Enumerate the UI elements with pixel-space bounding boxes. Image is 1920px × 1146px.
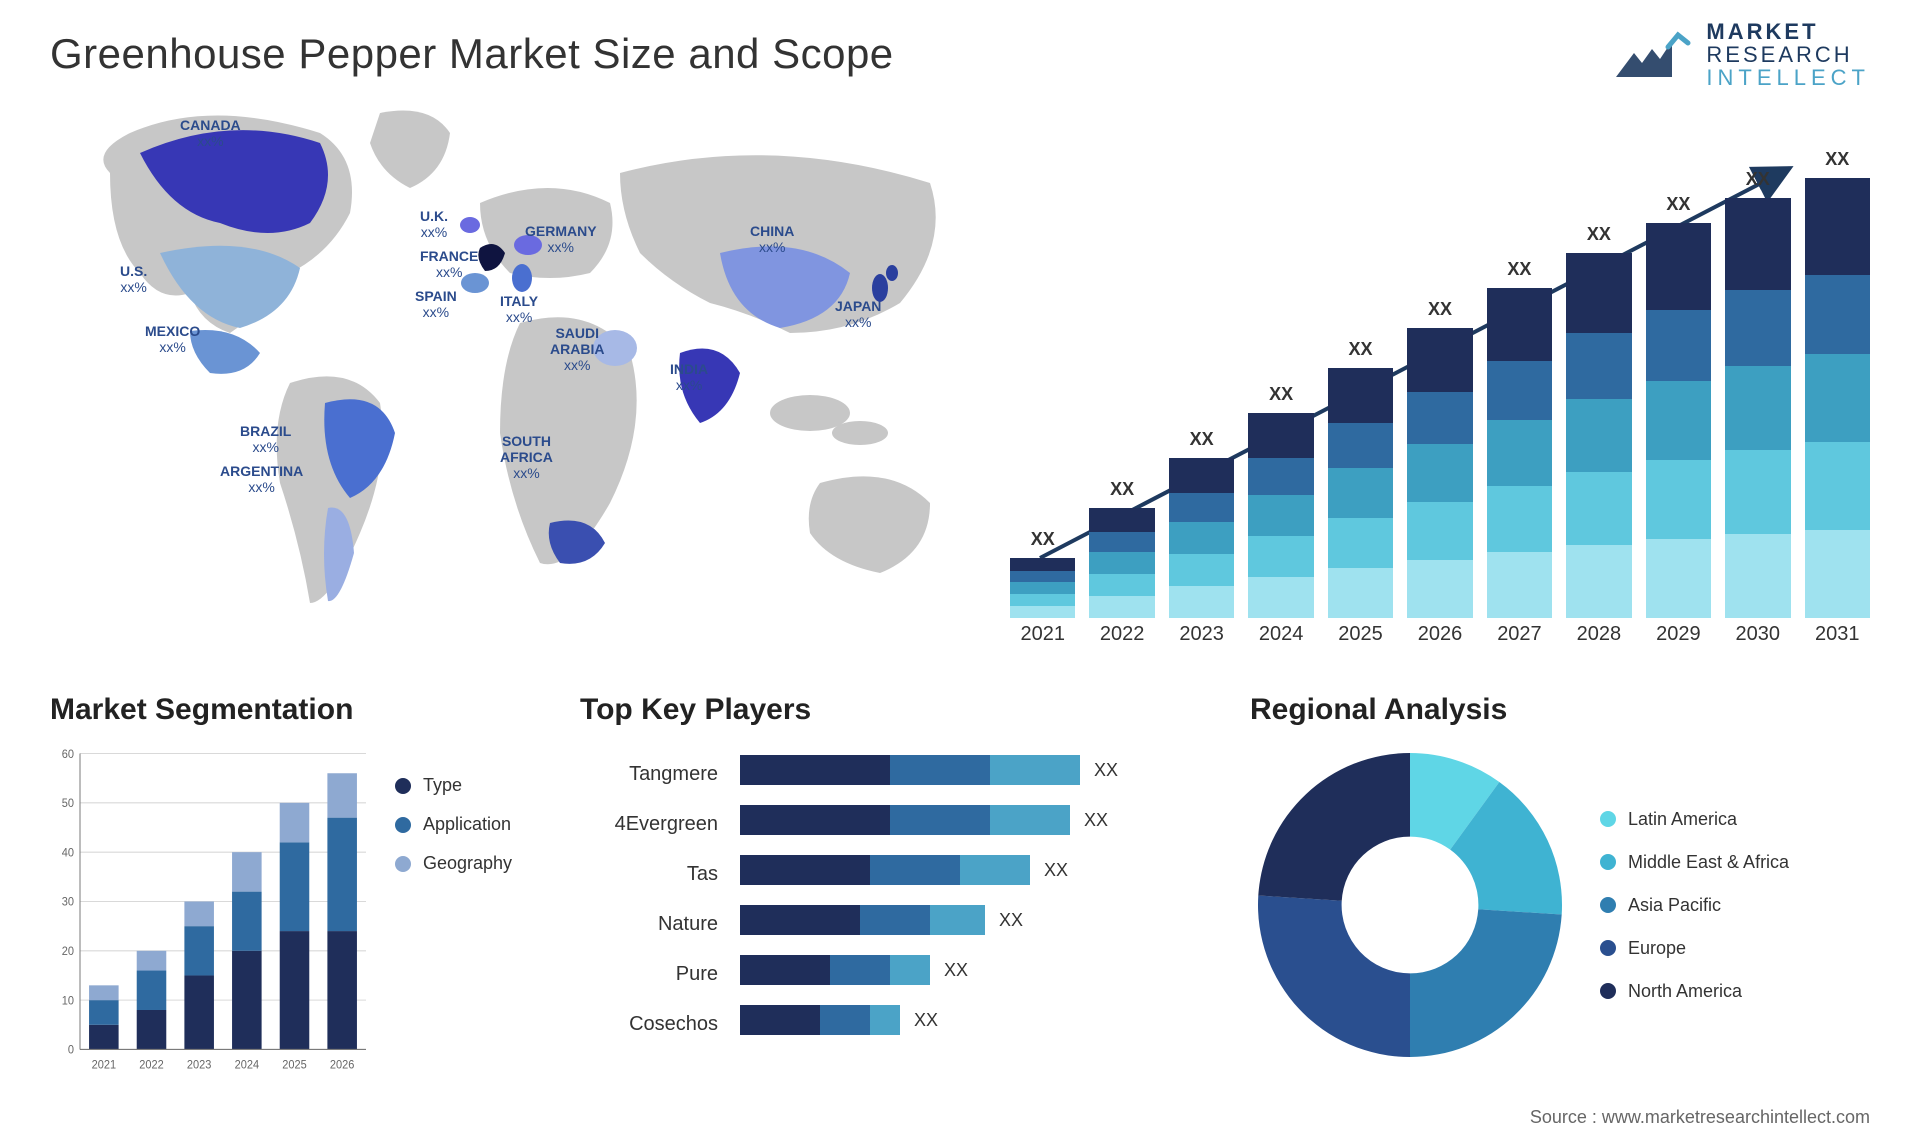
svg-text:40: 40: [62, 847, 74, 859]
map-label: CANADAxx%: [180, 117, 241, 149]
logo-mark-icon: [1612, 23, 1692, 87]
growth-xlabel: 2021: [1010, 623, 1075, 658]
growth-bar: XX: [1089, 508, 1154, 618]
growth-bar: XX: [1407, 328, 1472, 618]
map-label: INDIAxx%: [670, 361, 708, 393]
segmentation-title: Market Segmentation: [50, 693, 550, 727]
growth-xlabel: 2022: [1089, 623, 1154, 658]
legend-item: North America: [1600, 981, 1870, 1002]
player-label: 4Evergreen: [580, 799, 730, 849]
svg-text:2022: 2022: [139, 1059, 163, 1071]
logo-line-1: MARKET: [1706, 20, 1870, 43]
svg-text:2026: 2026: [330, 1059, 354, 1071]
svg-text:30: 30: [62, 896, 74, 908]
svg-text:2024: 2024: [235, 1059, 259, 1071]
map-label: CHINAxx%: [750, 223, 794, 255]
svg-text:0: 0: [68, 1044, 74, 1056]
growth-bar: XX: [1566, 253, 1631, 618]
growth-bar: XX: [1010, 558, 1075, 618]
players-bars: XXXXXXXXXXXX: [740, 745, 1220, 1049]
growth-xlabel: 2030: [1725, 623, 1790, 658]
player-bar: XX: [740, 845, 1220, 895]
legend-item: Application: [395, 814, 550, 835]
growth-bar: XX: [1248, 413, 1313, 618]
regional-title: Regional Analysis: [1250, 693, 1870, 727]
map-label: ITALYxx%: [500, 293, 538, 325]
growth-xlabel: 2028: [1566, 623, 1631, 658]
map-label: ARGENTINAxx%: [220, 463, 303, 495]
source-text: Source : www.marketresearchintellect.com: [1530, 1107, 1870, 1128]
growth-xlabel: 2026: [1407, 623, 1472, 658]
logo-line-2: RESEARCH: [1706, 43, 1870, 66]
svg-text:50: 50: [62, 798, 74, 810]
map-label: MEXICOxx%: [145, 323, 200, 355]
svg-text:10: 10: [62, 995, 74, 1007]
growth-xlabel: 2027: [1487, 623, 1552, 658]
logo-line-3: INTELLECT: [1706, 66, 1870, 89]
players-labels: Tangmere4EvergreenTasNaturePureCosechos: [580, 745, 730, 1049]
svg-text:60: 60: [62, 748, 74, 760]
map-label: BRAZILxx%: [240, 423, 291, 455]
map-label: SPAINxx%: [415, 288, 457, 320]
map-label: U.K.xx%: [420, 208, 448, 240]
player-bar: XX: [740, 995, 1220, 1045]
brand-logo: MARKET RESEARCH INTELLECT: [1612, 20, 1870, 89]
map-label: GERMANYxx%: [525, 223, 597, 255]
svg-text:2025: 2025: [282, 1059, 306, 1071]
segmentation-chart: 0 10 20 30 40 50 60 2021 2022 2023 2024 2025 2026: [50, 745, 370, 1075]
players-title: Top Key Players: [580, 693, 1220, 727]
players-panel: Top Key Players Tangmere4EvergreenTasNat…: [580, 693, 1220, 1093]
growth-xlabel: 2024: [1248, 623, 1313, 658]
svg-text:20: 20: [62, 946, 74, 958]
legend-item: Type: [395, 775, 550, 796]
svg-text:2023: 2023: [187, 1059, 211, 1071]
svg-text:2021: 2021: [92, 1059, 116, 1071]
growth-bar: XX: [1646, 223, 1711, 618]
legend-item: Europe: [1600, 938, 1870, 959]
legend-item: Geography: [395, 853, 550, 874]
regional-legend: Latin America Middle East & Africa Asia Pa…: [1600, 809, 1870, 1002]
map-label: SAUDIARABIAxx%: [550, 325, 604, 373]
map-label: FRANCExx%: [420, 248, 478, 280]
player-bar: XX: [740, 945, 1220, 995]
growth-xlabel: 2029: [1646, 623, 1711, 658]
growth-chart-panel: XXXXXXXXXXXXXXXXXXXXXX 20212022202320242…: [1010, 103, 1870, 658]
legend-item: Asia Pacific: [1600, 895, 1870, 916]
legend-item: Middle East & Africa: [1600, 852, 1870, 873]
growth-bar: XX: [1725, 198, 1790, 618]
player-bar: XX: [740, 745, 1220, 795]
growth-bar: XX: [1328, 368, 1393, 618]
growth-bar: XX: [1487, 288, 1552, 618]
player-label: Cosechos: [580, 999, 730, 1049]
player-bar: XX: [740, 895, 1220, 945]
growth-xlabel: 2031: [1805, 623, 1870, 658]
player-label: Tangmere: [580, 749, 730, 799]
regional-donut: [1250, 745, 1570, 1065]
regional-panel: Regional Analysis Latin America Middle Ea…: [1250, 693, 1870, 1093]
growth-xlabel: 2023: [1169, 623, 1234, 658]
legend-item: Latin America: [1600, 809, 1870, 830]
player-label: Tas: [580, 849, 730, 899]
world-map-icon: [50, 103, 970, 623]
world-map-panel: CANADAxx% U.S.xx% MEXICOxx% BRAZILxx% ARGENT…: [50, 103, 970, 658]
map-label: JAPANxx%: [835, 298, 881, 330]
player-label: Pure: [580, 949, 730, 999]
player-bar: XX: [740, 795, 1220, 845]
segmentation-panel: Market Segmentation 0 10 20 30 40 50 60 2021 202…: [50, 693, 550, 1093]
map-label: SOUTHAFRICAxx%: [500, 433, 553, 481]
growth-bar: XX: [1805, 178, 1870, 618]
segmentation-legend: Type Application Geography: [395, 745, 550, 1075]
player-label: Nature: [580, 899, 730, 949]
map-label: U.S.xx%: [120, 263, 147, 295]
growth-bar: XX: [1169, 458, 1234, 618]
page-title: Greenhouse Pepper Market Size and Scope: [50, 30, 1870, 78]
growth-xlabel: 2025: [1328, 623, 1393, 658]
